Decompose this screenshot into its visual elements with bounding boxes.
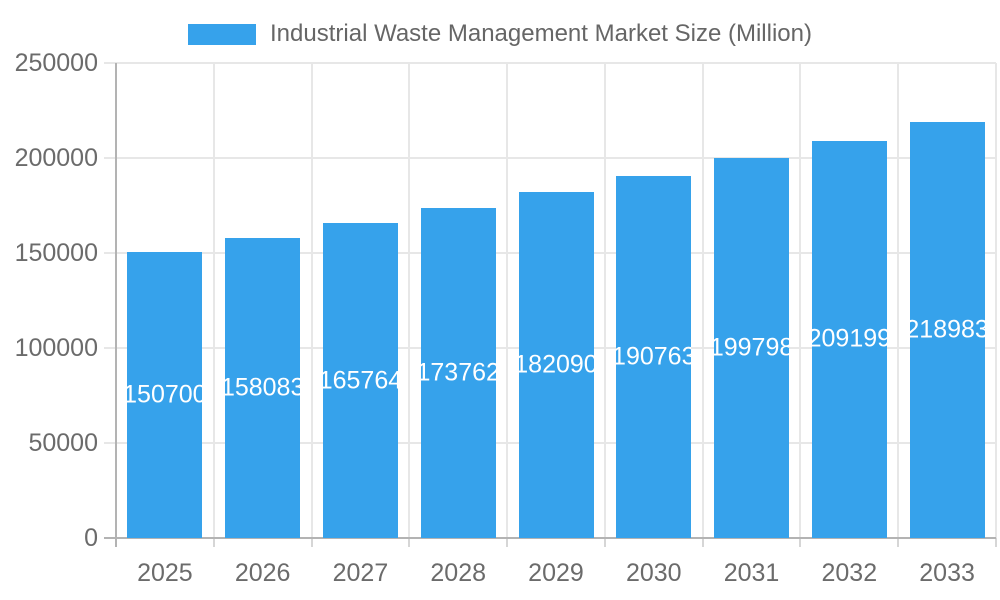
x-axis-tick-mark	[701, 538, 704, 547]
bar-2030[interactable]: 190763	[616, 175, 692, 538]
legend-series-label: Industrial Waste Management Market Size …	[270, 20, 812, 47]
y-axis-tick-mark	[104, 347, 116, 349]
bar-value-label-2025: 150700	[127, 380, 203, 409]
x-tick-label-2030: 2030	[625, 559, 682, 587]
grid-line-vertical	[212, 63, 215, 538]
x-tick-label-2025: 2025	[137, 559, 193, 587]
x-axis-line	[116, 537, 996, 539]
x-tick-label-2026: 2026	[234, 559, 291, 587]
y-axis-tick-mark	[104, 442, 116, 444]
x-axis-tick-mark	[506, 538, 509, 547]
bar-2033[interactable]: 218983	[909, 121, 985, 538]
y-tick-label-100000: 100000	[14, 334, 98, 362]
x-axis-tick-mark	[799, 538, 802, 547]
bar-2029[interactable]: 182090	[518, 192, 594, 538]
y-axis-tick-mark	[104, 537, 116, 539]
grid-line-vertical	[310, 63, 313, 538]
grid-line-vertical	[897, 63, 900, 538]
bar-2031[interactable]: 199798	[714, 158, 790, 538]
grid-line-vertical	[506, 63, 509, 538]
legend-item-series[interactable]: Industrial Waste Management Market Size …	[188, 20, 812, 48]
bar-value-label-2033: 218983	[909, 315, 985, 344]
bar-value-label-2026: 158083	[225, 373, 301, 402]
x-axis-tick-mark	[115, 538, 117, 547]
bar-value-label-2030: 190763	[616, 342, 692, 371]
y-tick-label-150000: 150000	[14, 239, 98, 267]
bar-value-label-2029: 182090	[518, 350, 594, 379]
bar-value-label-2028: 173762	[420, 358, 496, 387]
grid-line-vertical	[408, 63, 411, 538]
x-tick-label-2027: 2027	[332, 559, 389, 587]
grid-line-vertical	[603, 63, 606, 538]
y-tick-label-0: 0	[84, 524, 98, 552]
grid-line-vertical	[995, 63, 997, 538]
y-axis-tick-mark	[104, 252, 116, 254]
x-axis-tick-mark	[603, 538, 606, 547]
legend-color-swatch	[188, 23, 257, 45]
bar-value-label-2027: 165764	[322, 366, 398, 395]
y-tick-label-250000: 250000	[14, 49, 98, 77]
y-axis-line	[115, 63, 117, 538]
grid-line-horizontal	[116, 62, 996, 64]
chart-legend: Industrial Waste Management Market Size …	[0, 20, 1000, 48]
x-tick-label-2032: 2032	[821, 559, 878, 587]
grid-line-vertical	[799, 63, 802, 538]
x-axis-tick-mark	[897, 538, 900, 547]
grid-line-horizontal	[116, 157, 996, 159]
x-tick-label-2028: 2028	[430, 559, 487, 587]
x-axis-tick-mark	[408, 538, 411, 547]
grid-line-vertical	[701, 63, 704, 538]
y-axis-tick-mark	[104, 157, 116, 159]
x-tick-label-2033: 2033	[919, 559, 975, 587]
y-tick-label-200000: 200000	[14, 144, 98, 172]
bar-2028[interactable]: 173762	[420, 207, 496, 538]
bar-2026[interactable]: 158083	[225, 237, 301, 538]
bar-value-label-2031: 199798	[714, 333, 790, 362]
x-tick-label-2029: 2029	[528, 559, 584, 587]
x-axis-tick-mark	[995, 538, 997, 547]
bar-2025[interactable]: 150700	[127, 251, 203, 538]
x-tick-label-2031: 2031	[723, 559, 780, 587]
bar-value-label-2032: 209199	[811, 324, 887, 353]
x-axis-tick-mark	[310, 538, 313, 547]
x-axis-tick-mark	[212, 538, 215, 547]
y-axis-tick-mark	[104, 62, 116, 64]
bar-2032[interactable]: 209199	[811, 140, 887, 538]
y-tick-label-50000: 50000	[28, 429, 98, 457]
bar-2027[interactable]: 165764	[322, 223, 398, 538]
